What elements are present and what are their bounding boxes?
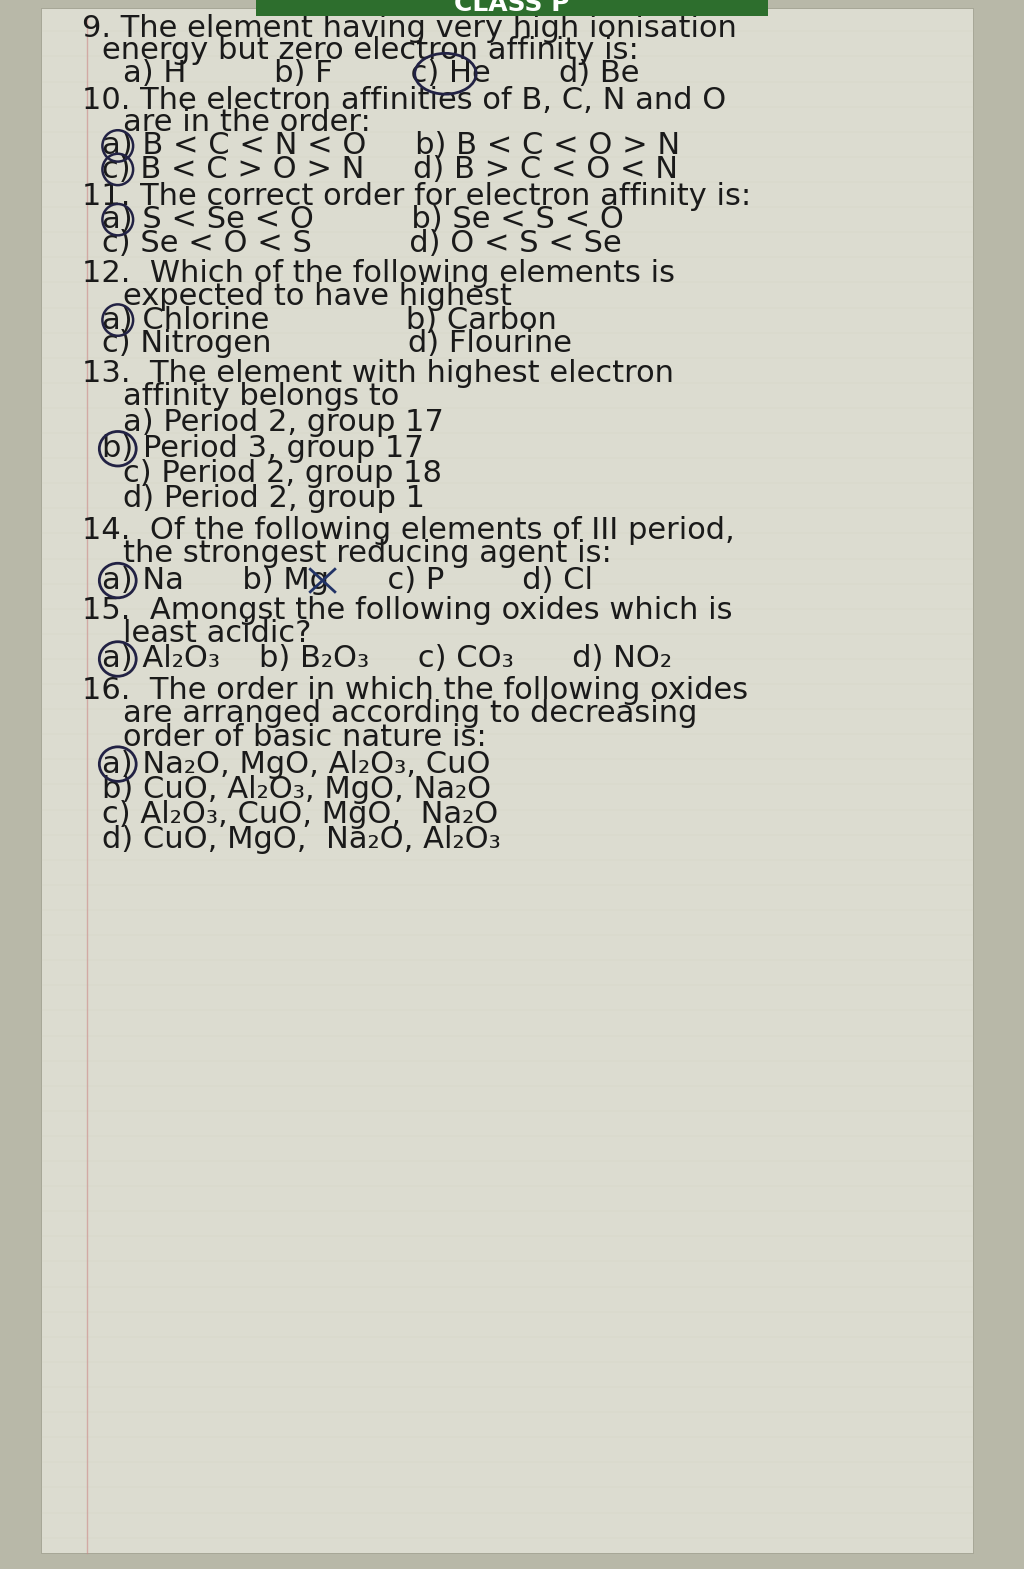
Text: are in the order:: are in the order: <box>123 108 371 137</box>
Text: a) B < C < N < O     b) B < C < O > N: a) B < C < N < O b) B < C < O > N <box>102 132 681 160</box>
Text: a) Chlorine              b) Carbon: a) Chlorine b) Carbon <box>102 306 557 334</box>
Text: c) B < C > O > N     d) B > C < O < N: c) B < C > O > N d) B > C < O < N <box>102 155 678 184</box>
Text: least acidic?: least acidic? <box>123 620 311 648</box>
Text: c) Al₂O₃, CuO, MgO,  Na₂O: c) Al₂O₃, CuO, MgO, Na₂O <box>102 800 499 828</box>
Text: a) Al₂O₃    b) B₂O₃     c) CO₃      d) NO₂: a) Al₂O₃ b) B₂O₃ c) CO₃ d) NO₂ <box>102 645 673 673</box>
Text: expected to have highest: expected to have highest <box>123 282 512 311</box>
Text: 15.  Amongst the following oxides which is: 15. Amongst the following oxides which i… <box>82 596 732 624</box>
Text: affinity belongs to: affinity belongs to <box>123 383 399 411</box>
Text: the strongest reducing agent is:: the strongest reducing agent is: <box>123 540 611 568</box>
Text: b) CuO, Al₂O₃, MgO, Na₂O: b) CuO, Al₂O₃, MgO, Na₂O <box>102 775 492 803</box>
Text: 12.  Which of the following elements is: 12. Which of the following elements is <box>82 259 675 287</box>
Text: b) Period 3, group 17: b) Period 3, group 17 <box>102 435 424 463</box>
Text: c) Nitrogen              d) Flourine: c) Nitrogen d) Flourine <box>102 329 572 358</box>
Text: 13.  The element with highest electron: 13. The element with highest electron <box>82 359 674 388</box>
Text: c) Period 2, group 18: c) Period 2, group 18 <box>123 460 442 488</box>
Text: a) Na₂O, MgO, Al₂O₃, CuO: a) Na₂O, MgO, Al₂O₃, CuO <box>102 750 490 778</box>
Text: a) Na      b) Mg      c) P        d) Cl: a) Na b) Mg c) P d) Cl <box>102 566 593 595</box>
Text: d) Period 2, group 1: d) Period 2, group 1 <box>123 485 425 513</box>
Text: 10. The electron affinities of B, C, N and O: 10. The electron affinities of B, C, N a… <box>82 86 726 115</box>
Text: 14.  Of the following elements of III period,: 14. Of the following elements of III per… <box>82 516 734 544</box>
Text: order of basic nature is:: order of basic nature is: <box>123 723 486 752</box>
Text: a) H         b) F        c) He       d) Be: a) H b) F c) He d) Be <box>123 60 639 88</box>
Text: 16.  The order in which the following oxides: 16. The order in which the following oxi… <box>82 676 749 704</box>
Text: CLASS P: CLASS P <box>455 0 569 16</box>
Text: are arranged according to decreasing: are arranged according to decreasing <box>123 700 697 728</box>
Text: 9. The element having very high ionisation: 9. The element having very high ionisati… <box>82 14 737 42</box>
Text: c) Se < O < S          d) O < S < Se: c) Se < O < S d) O < S < Se <box>102 229 623 257</box>
Text: 11. The correct order for electron affinity is:: 11. The correct order for electron affin… <box>82 182 751 210</box>
Text: energy but zero electron affinity is:: energy but zero electron affinity is: <box>102 36 639 64</box>
FancyBboxPatch shape <box>256 0 768 16</box>
FancyBboxPatch shape <box>41 8 973 1553</box>
Text: d) CuO, MgO,  Na₂O, Al₂O₃: d) CuO, MgO, Na₂O, Al₂O₃ <box>102 825 501 854</box>
Text: a) S < Se < O          b) Se < S < O: a) S < Se < O b) Se < S < O <box>102 206 625 234</box>
Text: a) Period 2, group 17: a) Period 2, group 17 <box>123 408 443 436</box>
